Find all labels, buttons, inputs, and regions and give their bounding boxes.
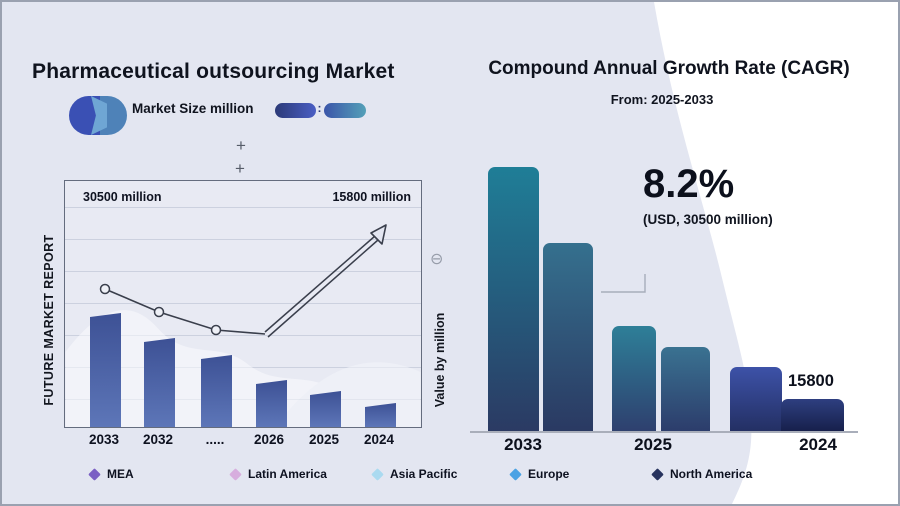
cagr-title: Compound Annual Growth Rate (CAGR) [488,58,850,79]
legend-item-latin-america: Latin America [229,467,327,481]
right-xlabel-2033: 2033 [504,435,542,454]
legend-item-mea: MEA [88,467,134,481]
ratio-pill-right [324,103,366,118]
market-size-label: Market Size million [132,101,254,116]
cagr-bar-2033-b [543,243,593,432]
cagr-bar-2024-b [781,399,844,432]
right-xlabel-2024: 2024 [799,435,837,454]
bar-2033 [90,313,121,427]
chart-label-30500: 30500 million [83,190,162,204]
north-america-diamond-icon [651,467,664,481]
latin-america-diamond-icon [229,467,242,481]
ratio-pill-left [275,103,316,118]
vertical-brand-label: FUTURE MARKET REPORT [42,234,56,406]
step-bracket-line [601,274,646,293]
value-callout-15800: 15800 [788,372,834,390]
chart-label-15800: 15800 million [332,190,411,204]
ratio-colon: : [317,101,322,115]
right-xlabel-2025: 2025 [634,435,672,454]
cagr-value: 8.2% [643,162,735,206]
plus-mark-2: + [235,159,245,178]
capsule-facet [91,96,108,135]
legend-label: North America [670,467,753,481]
legend-item-europe: Europe [509,467,570,481]
asia-pacific-diamond-icon [371,467,384,481]
right-chart-axis [470,431,858,433]
bar-2025 [310,391,341,427]
europe-diamond-icon [509,467,522,481]
xlabel-ellipsis: ..... [205,432,225,447]
legend-label: MEA [107,467,134,481]
legend-label: Asia Pacific [390,467,458,481]
legend-label: Latin America [248,467,327,481]
xlabel-2032: 2032 [142,432,174,447]
market-size-chart: 30500 million 15800 million [64,180,422,428]
bar-intermediate [201,355,232,427]
minus-circle-icon: ⊖ [430,251,444,268]
cagr-bar-2025-b [661,347,710,432]
bar-2032 [144,338,175,427]
xlabel-2025: 2025 [308,432,340,447]
cagr-bar-2024-a [730,367,782,432]
legend-label: Europe [528,467,570,481]
legend-item-asia-pacific: Asia Pacific [371,467,458,481]
cagr-caption: (USD, 30500 million) [643,212,773,227]
xlabel-2033: 2033 [88,432,120,447]
legend-item-north-america: North America [651,467,753,481]
value-axis-label: Value by million [433,312,447,408]
plus-mark-1: + [236,136,246,155]
cagr-bar-2025-a [612,326,656,432]
bar-2026 [256,380,287,427]
cagr-bar-2033-a [488,167,539,432]
capsule-icon [69,96,127,135]
trend-line-and-arrow [99,224,387,338]
xlabel-2024: 2024 [363,432,395,447]
mea-diamond-icon [88,467,101,481]
bar-2024 [365,403,396,427]
page-title: Pharmaceutical outsourcing Market [32,60,395,83]
xlabel-2026: 2026 [253,432,285,447]
cagr-subtitle: From: 2025-2033 [610,92,714,107]
